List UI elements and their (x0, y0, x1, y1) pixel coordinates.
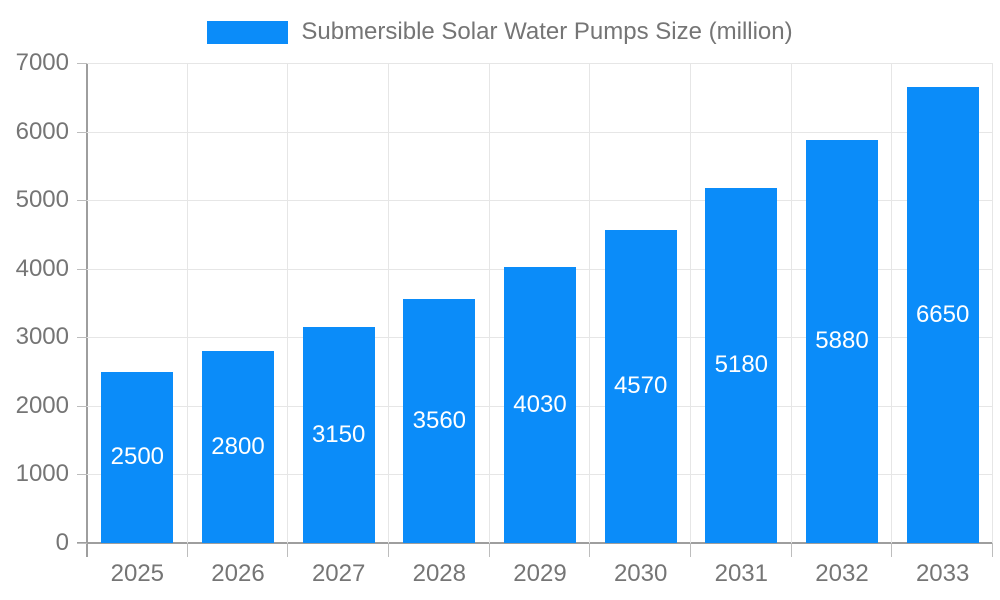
x-tick-label: 2027 (311, 560, 366, 587)
bar-value-label: 3150 (311, 421, 366, 448)
y-gridline (87, 200, 993, 202)
y-gridline (87, 131, 993, 133)
bar-value-label: 4030 (513, 390, 567, 418)
x-gridline (589, 63, 591, 543)
y-tick (77, 405, 87, 407)
y-tick (77, 131, 87, 133)
x-gridline (689, 63, 691, 543)
bar-value-label: 2800 (211, 433, 265, 460)
x-tick (689, 543, 691, 557)
y-tick-label: 1000 (15, 460, 69, 488)
bar-2032: 5880 (806, 139, 878, 543)
y-tick (77, 268, 87, 270)
y-tick-label: 5000 (15, 186, 69, 214)
legend-label: Submersible Solar Water Pumps Size (mill… (301, 18, 793, 45)
bar-2027: 3150 (302, 327, 375, 543)
y-tick-label: 4000 (15, 254, 69, 282)
bar-2028: 3560 (403, 298, 476, 543)
bar-value-label: 6650 (915, 301, 970, 328)
y-tick (77, 474, 87, 476)
x-tick-label: 2025 (110, 560, 165, 587)
x-tick (387, 543, 389, 557)
bar-2031: 5180 (705, 187, 778, 543)
y-tick-label: 0 (55, 529, 69, 556)
bar-2029: 4030 (504, 266, 576, 543)
bar-2026: 2800 (201, 351, 274, 543)
x-tick-label: 2028 (412, 560, 466, 587)
x-gridline (186, 63, 188, 543)
x-tick-label: 2026 (211, 560, 265, 587)
bar-value-label: 4570 (613, 372, 668, 400)
bar-value-label: 5880 (815, 327, 869, 355)
legend-swatch (207, 20, 289, 44)
y-tick-label: 3000 (15, 323, 69, 351)
plot-area: 0 1000 2000 3000 4000 5000 6000 7000 2500 2025 280… (16, 49, 993, 587)
y-tick-label: 7000 (15, 49, 69, 76)
x-tick-label: 2030 (613, 560, 668, 587)
x-tick-label: 2031 (714, 560, 768, 587)
y-gridline (87, 63, 993, 64)
y-tick (77, 543, 87, 544)
y-tick-label: 6000 (15, 117, 69, 145)
x-tick (287, 543, 289, 557)
x-tick (589, 543, 591, 557)
x-gridline (488, 63, 490, 543)
y-tick (77, 200, 87, 202)
y-axis-line (86, 63, 88, 557)
bar-value-label: 3560 (412, 406, 467, 434)
y-tick (77, 63, 87, 64)
y-tick-label: 2000 (15, 391, 69, 419)
x-tick-label: 2033 (915, 560, 970, 587)
x-tick (790, 543, 792, 557)
bar-2030: 4570 (604, 229, 677, 543)
x-tick (891, 543, 893, 557)
x-gridline (992, 63, 993, 543)
bar-value-label: 2500 (110, 443, 165, 471)
x-tick-label: 2032 (815, 560, 869, 587)
x-tick-label: 2029 (513, 560, 567, 587)
x-axis-line (77, 542, 993, 544)
bar-2025: 2500 (101, 371, 174, 543)
x-gridline (891, 63, 893, 543)
x-tick (992, 543, 993, 557)
legend: Submersible Solar Water Pumps Size (mill… (0, 18, 1000, 46)
x-tick (488, 543, 490, 557)
x-gridline (790, 63, 792, 543)
y-tick (77, 337, 87, 339)
x-gridline (287, 63, 289, 543)
x-gridline (387, 63, 389, 543)
x-tick (186, 543, 188, 557)
bar-2033: 6650 (906, 87, 979, 543)
bar-value-label: 5180 (714, 351, 769, 379)
